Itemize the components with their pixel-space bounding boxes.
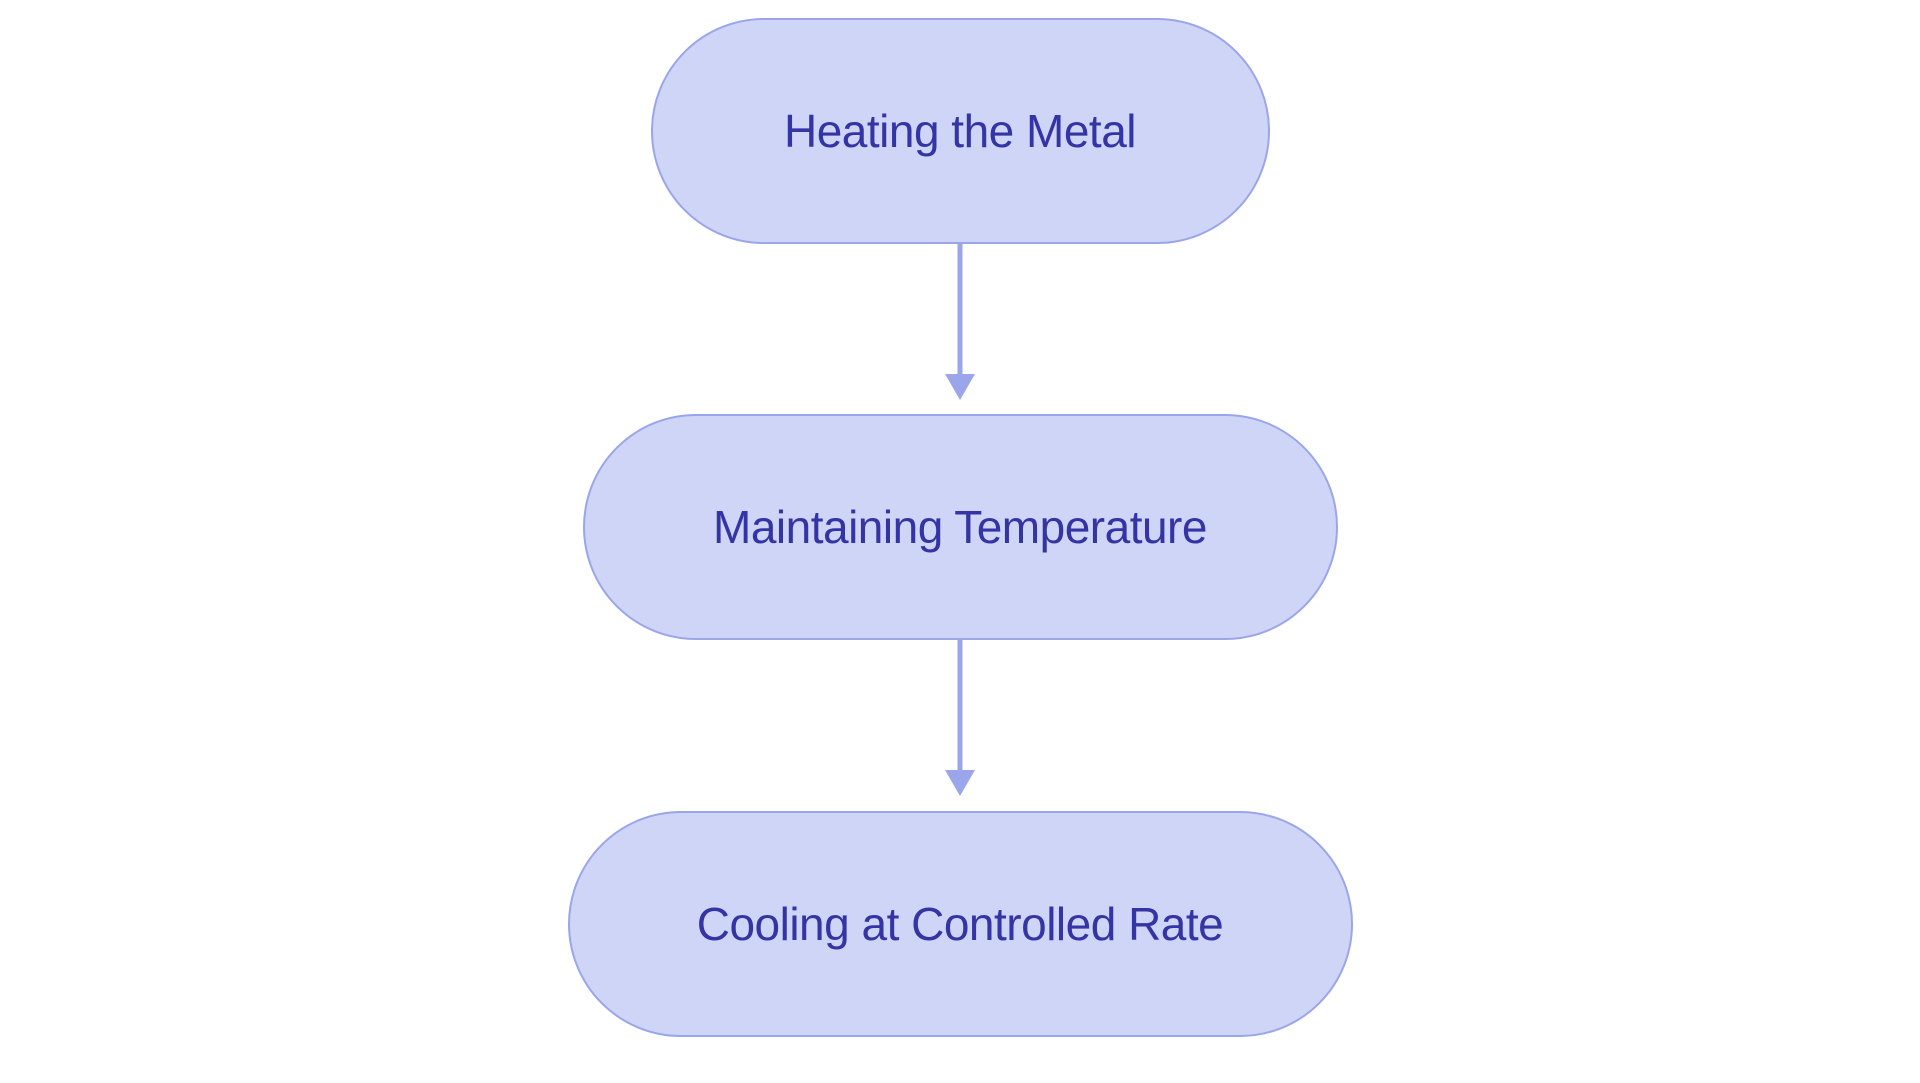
node-label: Maintaining Temperature bbox=[713, 500, 1207, 554]
node-label: Cooling at Controlled Rate bbox=[697, 897, 1224, 951]
node-label: Heating the Metal bbox=[784, 104, 1136, 158]
flowchart-edge bbox=[958, 244, 963, 374]
flowchart-node-maintaining: Maintaining Temperature bbox=[583, 414, 1338, 640]
arrow-down-icon bbox=[945, 770, 975, 796]
flowchart-edge bbox=[958, 640, 963, 770]
arrow-down-icon bbox=[945, 374, 975, 400]
flowchart-node-heating: Heating the Metal bbox=[651, 18, 1270, 244]
flowchart-node-cooling: Cooling at Controlled Rate bbox=[568, 811, 1353, 1037]
flowchart-canvas: Heating the Metal Maintaining Temperatur… bbox=[0, 0, 1920, 1083]
